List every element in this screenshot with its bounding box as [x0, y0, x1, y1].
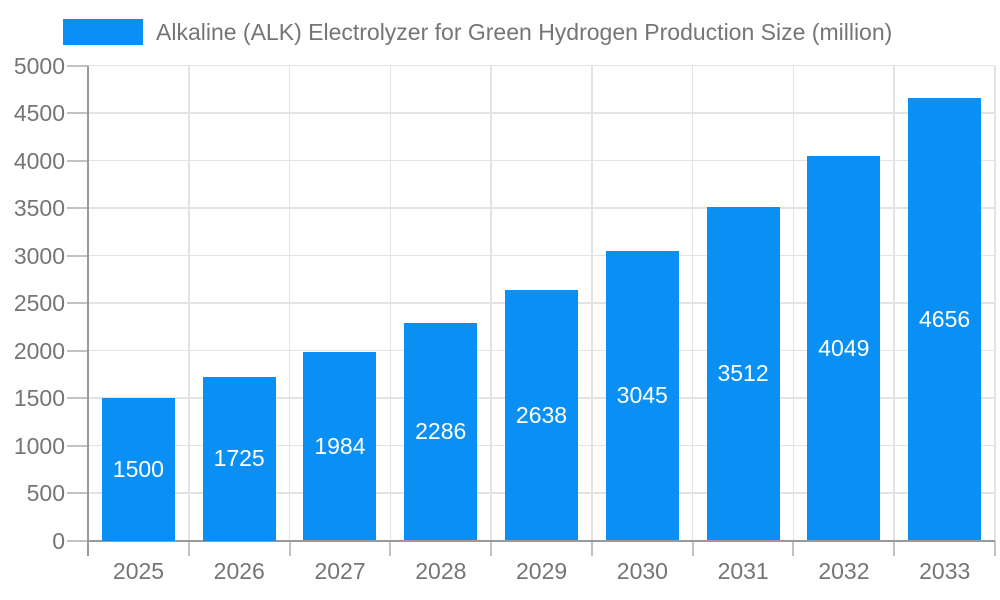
gridline-horizontal	[88, 159, 995, 162]
x-axis-tick	[389, 540, 392, 556]
y-axis-tick	[67, 64, 88, 67]
x-axis-label: 2031	[717, 558, 769, 584]
gridline-vertical	[490, 65, 492, 541]
bar-value-label: 1500	[112, 455, 164, 482]
gridline-vertical	[893, 65, 895, 541]
x-axis-label: 2025	[112, 558, 165, 584]
y-axis-label: 3500	[13, 195, 65, 221]
y-axis-label: 1500	[13, 385, 65, 411]
bar-value-label: 3512	[717, 360, 769, 387]
x-axis-label: 2026	[213, 558, 265, 584]
y-axis-tick	[67, 539, 88, 542]
gridline-horizontal	[88, 112, 995, 114]
x-axis-tick	[893, 540, 896, 556]
y-axis-label: 4000	[13, 147, 65, 174]
legend-swatch	[63, 19, 143, 45]
gridline-vertical	[188, 65, 190, 541]
bar-2025[interactable]: 1500	[101, 398, 175, 541]
y-axis-label: 2500	[13, 290, 65, 316]
bar-value-label: 2638	[515, 401, 568, 428]
y-axis-label: 0	[52, 527, 65, 554]
y-axis-tick	[67, 302, 88, 304]
bar-2028[interactable]: 2286	[404, 323, 478, 541]
x-axis-label: 2028	[415, 558, 467, 584]
y-axis-tick	[67, 492, 88, 494]
bar-value-label: 2286	[415, 418, 467, 445]
y-axis-label: 500	[26, 480, 65, 506]
y-axis-tick	[67, 112, 88, 114]
x-axis-tick	[187, 540, 190, 556]
bar-value-label: 4656	[919, 305, 971, 332]
y-axis-label: 3000	[13, 242, 65, 269]
bar-2030[interactable]: 3045	[605, 251, 679, 541]
gridline-vertical	[792, 65, 795, 541]
legend-label: Alkaline (ALK) Electrolyzer for Green Hy…	[156, 19, 893, 45]
y-axis-tick	[67, 254, 88, 257]
bar-value-label: 4049	[818, 334, 870, 361]
x-axis-tick	[792, 540, 795, 556]
bar-2027[interactable]: 1984	[303, 352, 377, 541]
x-axis-tick	[590, 540, 593, 556]
x-axis-tick	[288, 540, 291, 556]
bar-value-label: 1984	[314, 432, 366, 459]
x-axis-label: 2029	[516, 558, 568, 584]
gridline-vertical	[994, 65, 996, 541]
y-axis-label: 1000	[13, 432, 65, 459]
gridline-vertical	[288, 65, 291, 541]
y-axis-label: 4500	[13, 100, 65, 126]
y-axis-tick	[67, 207, 88, 209]
bar-value-label: 1725	[213, 445, 265, 472]
y-axis-label: 5000	[13, 52, 65, 79]
bar-2026[interactable]: 1725	[202, 376, 276, 541]
y-axis-tick	[67, 349, 88, 352]
legend-item[interactable]: Alkaline (ALK) Electrolyzer for Green Hy…	[63, 19, 892, 45]
gridline-vertical	[591, 65, 593, 541]
gridline-vertical	[691, 65, 694, 541]
y-axis-tick	[67, 159, 88, 162]
y-axis-line	[87, 65, 89, 556]
y-axis-label: 2000	[13, 337, 65, 364]
bar-2029[interactable]: 2638	[505, 289, 578, 541]
gridline-horizontal	[88, 254, 995, 257]
x-axis-tick	[691, 540, 694, 556]
x-axis-tick	[994, 540, 996, 556]
bar-2031[interactable]: 3512	[706, 206, 780, 541]
gridline-horizontal	[88, 207, 995, 209]
x-axis-line	[87, 539, 995, 542]
bar-2033[interactable]: 4656	[908, 98, 982, 541]
gridline-horizontal	[88, 64, 995, 67]
y-axis-tick	[67, 397, 88, 399]
x-axis-label: 2027	[314, 558, 366, 584]
x-axis-label: 2030	[616, 558, 668, 584]
y-axis-tick	[67, 444, 88, 447]
x-axis-label: 2033	[919, 558, 971, 584]
bar-value-label: 3045	[616, 382, 668, 409]
x-axis-label: 2032	[818, 558, 870, 584]
gridline-vertical	[389, 65, 392, 541]
bar-2032[interactable]: 4049	[807, 155, 881, 541]
x-axis-tick	[490, 540, 493, 556]
